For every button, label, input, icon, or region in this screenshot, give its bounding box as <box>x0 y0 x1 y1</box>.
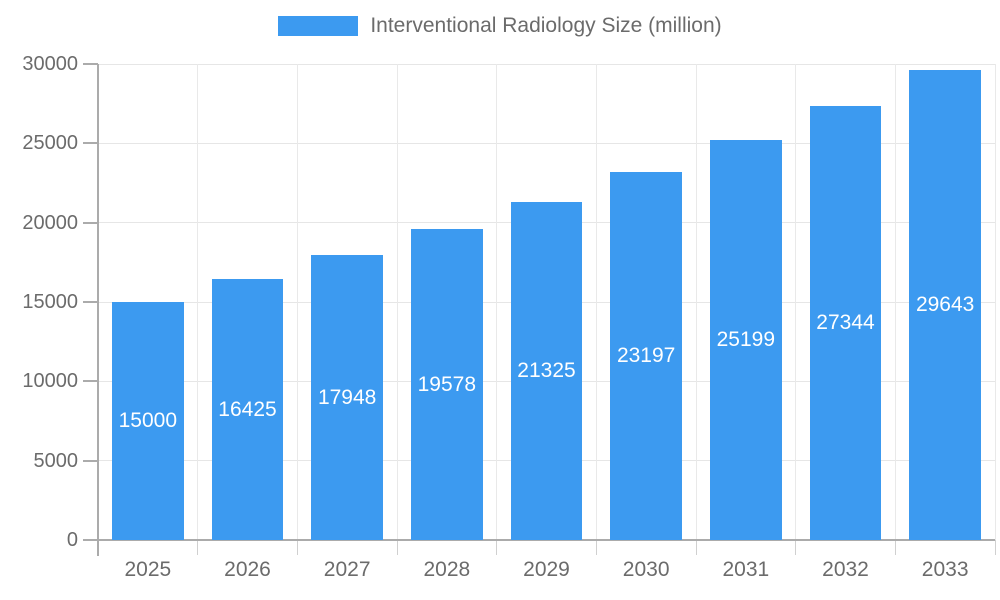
bar[interactable]: 16425 <box>211 279 284 540</box>
y-gridline <box>98 63 995 65</box>
x-tick-label: 2026 <box>224 558 271 581</box>
x-axis-tick <box>396 540 398 555</box>
bar[interactable]: 19578 <box>410 229 483 540</box>
x-tick-label: 2031 <box>722 558 770 581</box>
x-axis-tick <box>197 540 199 555</box>
x-tick-label: 2028 <box>423 558 471 581</box>
x-tick-label: 2029 <box>523 558 570 581</box>
y-axis-tick <box>83 142 98 145</box>
y-axis-tick <box>83 63 98 65</box>
bar-value-label: 16425 <box>218 397 277 421</box>
bar-value-label: 21325 <box>517 358 576 382</box>
legend-swatch <box>278 16 359 36</box>
y-tick-label: 30000 <box>22 53 78 75</box>
bar-value-label: 29643 <box>915 292 975 316</box>
x-gridline <box>595 64 597 540</box>
bar[interactable]: 21325 <box>510 201 583 540</box>
x-gridline <box>894 64 896 540</box>
x-tick-label: 2032 <box>822 558 869 581</box>
bar-value-label: 15000 <box>118 409 178 432</box>
x-axis-tick <box>496 540 498 555</box>
x-gridline <box>994 64 996 540</box>
y-axis-line <box>97 64 99 556</box>
bar-value-label: 19578 <box>417 372 477 396</box>
bar[interactable]: 27344 <box>809 106 882 540</box>
y-tick-label: 5000 <box>33 449 79 472</box>
y-tick-label: 15000 <box>22 291 78 313</box>
x-tick-label: 2025 <box>124 558 172 581</box>
bar[interactable]: 25199 <box>709 140 782 540</box>
x-gridline <box>396 64 398 540</box>
x-axis-tick <box>894 540 896 555</box>
y-axis-tick <box>83 459 98 462</box>
bar[interactable]: 23197 <box>610 171 683 540</box>
x-gridline <box>496 64 498 540</box>
bar-value-label: 23197 <box>616 343 676 367</box>
x-gridline <box>197 64 199 540</box>
bar[interactable]: 15000 <box>111 302 184 540</box>
x-axis-tick <box>695 540 697 555</box>
y-tick-label: 10000 <box>22 370 78 393</box>
y-tick-label: 0 <box>66 529 78 551</box>
bar[interactable]: 29643 <box>909 69 982 540</box>
bar-value-label: 17948 <box>317 385 377 409</box>
x-gridline <box>795 64 797 540</box>
bar-value-label: 27344 <box>816 311 875 335</box>
legend[interactable]: Interventional Radiology Size (million) <box>0 14 1000 38</box>
x-axis-tick <box>795 540 797 555</box>
bar-value-label: 25199 <box>716 328 776 352</box>
x-axis-tick <box>994 540 996 555</box>
bar[interactable]: 17948 <box>311 255 384 540</box>
y-axis-tick <box>83 380 98 383</box>
x-axis-line <box>83 539 995 541</box>
y-axis-tick <box>83 301 98 303</box>
x-tick-label: 2030 <box>622 558 670 581</box>
y-tick-label: 25000 <box>22 132 78 155</box>
legend-label: Interventional Radiology Size (million) <box>370 14 722 37</box>
x-tick-label: 2033 <box>921 558 969 581</box>
y-tick-label: 20000 <box>22 211 78 234</box>
y-gridline <box>98 142 995 144</box>
x-gridline <box>296 64 298 540</box>
y-axis-tick <box>83 221 98 224</box>
x-axis-tick <box>296 540 298 555</box>
x-gridline <box>695 64 697 540</box>
x-axis-tick <box>595 540 597 555</box>
x-tick-label: 2027 <box>323 558 371 581</box>
